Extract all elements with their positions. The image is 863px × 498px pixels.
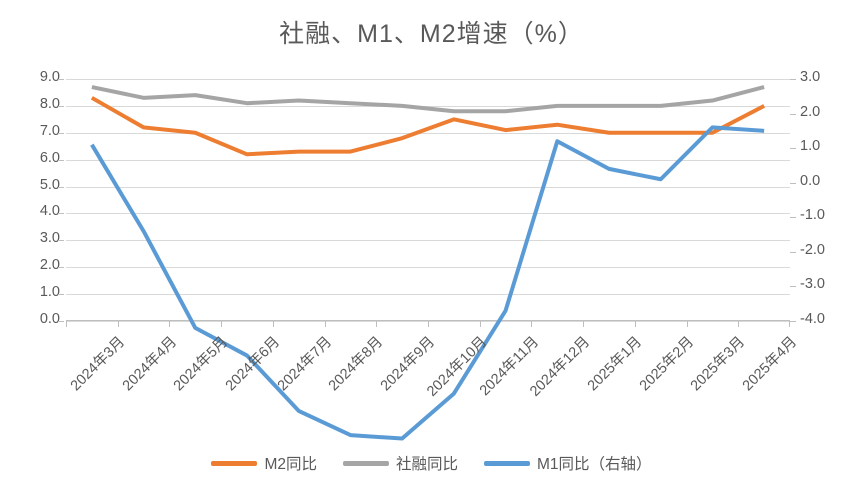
gridline [66, 159, 790, 161]
y-axis-left-tick [58, 267, 64, 269]
x-axis-tick [738, 321, 740, 327]
x-axis-tick [531, 321, 533, 327]
y-axis-left-tick-label: 2.0 [39, 257, 60, 274]
y-axis-left-tick-label: 9.0 [39, 69, 60, 85]
y-axis-left-tick-label: 5.0 [39, 176, 60, 193]
y-axis-left-tick [58, 159, 64, 161]
series-line-left [91, 85, 765, 114]
y-axis-left-tick [58, 132, 64, 134]
y-axis-right-tick [790, 113, 796, 115]
x-axis-tick [66, 321, 67, 327]
y-axis-left: 0.0 1.0 2.0 3.0 4.0 5.0 6.0 7.0 8.0 9.0 [0, 69, 60, 327]
y-axis-right-ticks [790, 79, 798, 322]
y-axis-right: -4.0 -3.0 -2.0 -1.0 0.0 1.0 2.0 3.0 [800, 69, 860, 327]
series-line-left [90, 96, 766, 157]
x-axis-labels: 2024年3月 2024年4月 2024年5月 2024年6月 2024年7月 2024年… [66, 321, 800, 441]
gridline [66, 267, 790, 269]
x-axis-tick [789, 321, 790, 327]
x-axis-tick [117, 321, 119, 327]
y-axis-left-tick [58, 186, 64, 188]
y-axis-right-tick-label: 3.0 [800, 69, 821, 85]
y-axis-left-ticks [58, 79, 66, 322]
x-axis-tick [169, 321, 171, 327]
x-axis-tick [583, 321, 585, 327]
y-axis-left-tick [58, 321, 64, 322]
y-axis-right-tick [790, 286, 796, 288]
x-axis-tick [221, 321, 223, 327]
y-axis-right-tick-label: 2.0 [800, 103, 821, 120]
y-axis-right-tick [790, 217, 796, 219]
x-axis-tick [479, 321, 481, 327]
x-axis-tick [272, 321, 274, 327]
gridline [66, 105, 790, 107]
y-axis-right-tick [790, 182, 796, 184]
y-axis-left-tick-label: 6.0 [39, 149, 60, 166]
y-axis-right-tick-label: -3.0 [800, 276, 825, 293]
y-axis-left-tick-label: 3.0 [39, 230, 60, 247]
gridline [66, 294, 790, 296]
y-axis-right-tick [790, 251, 796, 253]
x-axis-tick [428, 321, 429, 327]
gridline [66, 240, 790, 242]
gridline [66, 132, 790, 134]
x-axis-tick [376, 321, 378, 327]
legend-item[interactable]: M1同比（右轴） [484, 452, 652, 474]
y-axis-left-tick [58, 240, 64, 242]
x-axis-line [66, 320, 790, 321]
series-lines [90, 85, 766, 441]
legend-swatch-icon [211, 460, 258, 466]
y-axis-left-tick-label: 8.0 [39, 95, 60, 112]
chart-title: 社融、M1、M2增速（%） [279, 20, 584, 48]
series-line-right [90, 125, 765, 441]
legend-item[interactable]: 社融同比 [342, 452, 458, 474]
y-axis-left-tick-label: 0.0 [39, 311, 60, 327]
y-axis-right-tick [790, 148, 796, 150]
x-axis-tick [686, 321, 688, 327]
legend-swatch-icon [342, 460, 389, 466]
x-axis-tick [634, 321, 636, 327]
x-axis-tick [324, 321, 326, 327]
y-axis-right-tick-label: -1.0 [800, 207, 825, 224]
gridline [66, 213, 790, 215]
y-axis-right-tick [790, 79, 796, 80]
legend-swatch-icon [484, 460, 530, 466]
chart-legend: M2同比 社融同比 M1同比（右轴） [0, 448, 863, 478]
y-axis-right-tick-label: -4.0 [800, 311, 825, 327]
y-axis-left-tick [58, 79, 64, 80]
y-axis-right-tick-label: -2.0 [800, 241, 825, 258]
y-axis-left-tick [58, 213, 64, 215]
y-axis-left-tick-label: 4.0 [39, 203, 60, 220]
legend-label: 社融同比 [395, 456, 458, 473]
y-axis-right-tick-label: 0.0 [800, 172, 821, 189]
legend-item[interactable]: M2同比 [211, 452, 317, 474]
y-axis-left-tick [58, 294, 64, 296]
plot-area [66, 79, 790, 441]
gridline [66, 79, 790, 80]
y-axis-left-tick-label: 7.0 [39, 122, 60, 139]
legend-label: M1同比（右轴） [537, 456, 652, 473]
legend-label: M2同比 [264, 456, 317, 473]
y-axis-left-tick-label: 1.0 [39, 284, 60, 301]
y-axis-right-tick-label: 1.0 [800, 138, 821, 155]
y-axis-left-tick [58, 105, 64, 107]
gridline [66, 186, 790, 188]
y-axis-right-tick [790, 321, 796, 322]
